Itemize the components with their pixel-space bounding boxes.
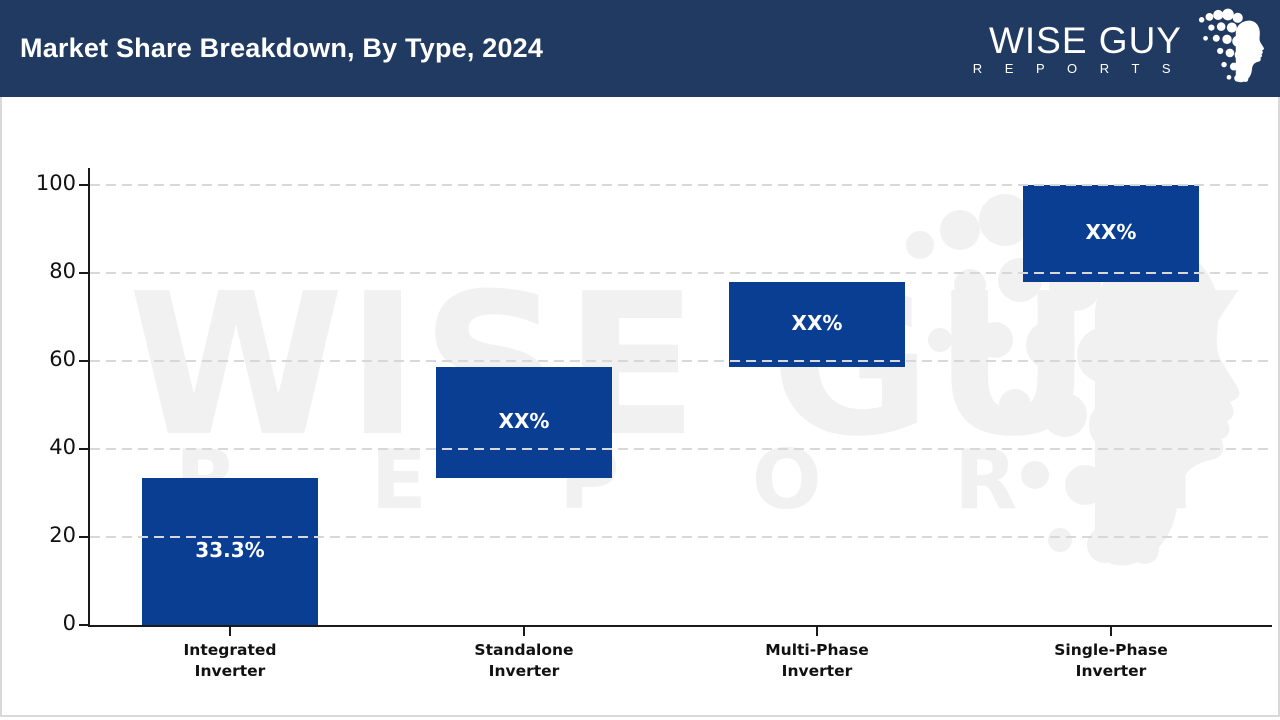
x-tick-4: [1110, 627, 1112, 636]
gridline-60: [90, 360, 1272, 362]
gridline-100: [90, 184, 1272, 186]
x-tick-2: [523, 627, 525, 636]
y-tick-label-0: 0: [62, 611, 76, 635]
bar-4: [1023, 185, 1199, 283]
y-tick-0: [79, 624, 88, 626]
bar-value-label-4: XX%: [1085, 219, 1137, 244]
y-tick-60: [79, 360, 88, 362]
y-tick-20: [79, 536, 88, 538]
brand-face-icon: [1198, 8, 1264, 83]
bar-1: [142, 478, 318, 625]
x-category-label-2: Standalone Inverter: [474, 641, 574, 680]
x-category-label-4: Single-Phase Inverter: [1054, 641, 1168, 680]
x-axis-spine: [88, 625, 1272, 627]
y-tick-80: [79, 272, 88, 274]
gridline-80: [90, 272, 1272, 274]
y-tick-label-40: 40: [49, 435, 76, 459]
bar-value-label-3: XX%: [791, 310, 843, 335]
gridline-20: [90, 536, 1272, 538]
brand-logo: WISE GUY R E P O R T S: [973, 6, 1266, 94]
y-axis-spine: [88, 168, 90, 627]
header-bar: Market Share Breakdown, By Type, 2024 WI…: [0, 0, 1280, 97]
x-tick-3: [816, 627, 818, 636]
bar-3: [729, 282, 905, 368]
brand-subname: R E P O R T S: [972, 61, 1180, 76]
y-tick-40: [79, 448, 88, 450]
bar-2: [436, 367, 612, 479]
brand-name: WISE GUY: [988, 20, 1182, 61]
chart-title: Market Share Breakdown, By Type, 2024: [20, 33, 544, 63]
bar-value-label-2: XX%: [498, 408, 550, 433]
gridline-40: [90, 448, 1272, 450]
y-tick-label-80: 80: [49, 259, 76, 283]
y-tick-label-100: 100: [35, 171, 76, 195]
y-tick-label-60: 60: [49, 347, 76, 371]
brand-logo-text: WISE GUY R E P O R T S: [973, 22, 1182, 78]
y-tick-label-20: 20: [49, 523, 76, 547]
x-tick-1: [229, 627, 231, 636]
x-category-label-1: Integrated Inverter: [183, 641, 277, 680]
bar-value-label-1: 33.3%: [195, 537, 265, 562]
y-tick-100: [79, 184, 88, 186]
x-category-label-3: Multi-Phase Inverter: [765, 641, 869, 680]
